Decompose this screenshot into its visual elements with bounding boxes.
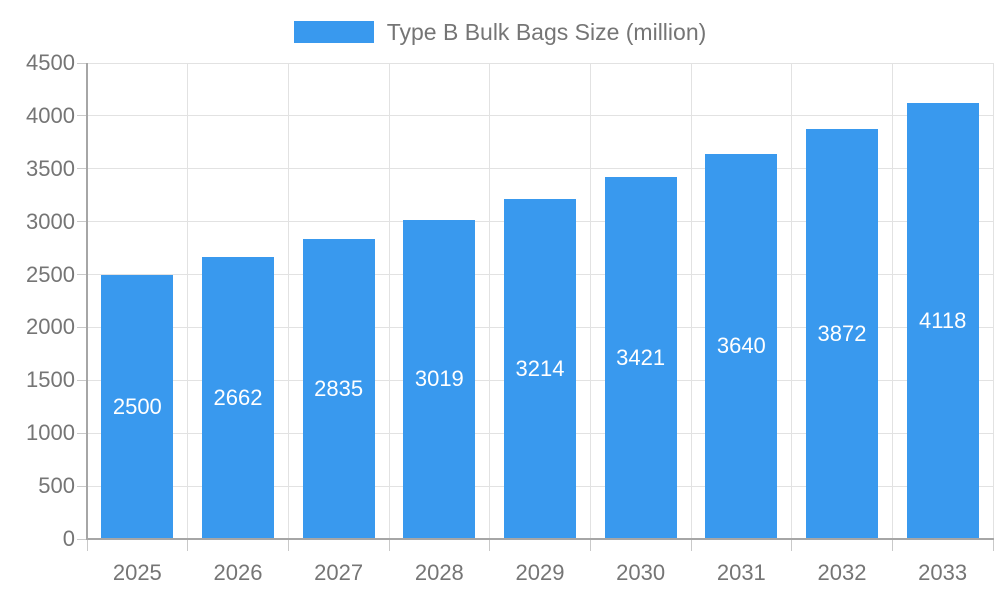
y-axis-tick [77, 168, 87, 170]
x-axis-tick [388, 539, 390, 551]
y-gridline [87, 62, 993, 64]
x-gridline [891, 63, 893, 539]
bar[interactable] [403, 219, 476, 538]
bar[interactable] [101, 274, 174, 538]
x-gridline [388, 63, 390, 539]
x-gridline [489, 63, 491, 539]
y-axis-label: 2000 [26, 314, 75, 340]
y-axis-label: 4500 [26, 50, 75, 75]
x-axis-tick [489, 539, 491, 551]
legend-label: Type B Bulk Bags Size (million) [386, 18, 707, 45]
y-axis-label: 2500 [26, 261, 75, 287]
y-axis-label: 0 [62, 526, 75, 551]
y-axis-label: 500 [38, 473, 75, 499]
y-axis-tick [77, 485, 87, 487]
x-gridline [992, 63, 994, 539]
y-axis-tick [77, 62, 87, 64]
x-axis-label: 2029 [515, 560, 565, 585]
x-axis-tick [690, 539, 692, 551]
y-axis-tick [77, 379, 87, 381]
y-axis-label: 3500 [26, 155, 75, 181]
x-gridline [690, 63, 692, 539]
x-axis-label: 2025 [112, 560, 162, 585]
x-gridline [187, 63, 189, 539]
y-axis-label: 1500 [26, 367, 75, 393]
y-axis-tick [77, 326, 87, 328]
bar[interactable] [806, 129, 878, 538]
x-axis-label: 2030 [616, 560, 666, 585]
x-axis-line [86, 538, 994, 540]
y-axis-label: 3000 [26, 208, 75, 234]
y-axis-label: 4000 [26, 102, 75, 128]
chart-legend[interactable]: Type B Bulk Bags Size (million) [0, 18, 1000, 45]
y-axis-line [86, 63, 88, 540]
x-axis-tick [187, 539, 189, 551]
bar[interactable] [906, 103, 979, 538]
x-axis-tick [287, 539, 289, 551]
x-axis-label: 2033 [918, 560, 968, 585]
x-axis-tick [992, 539, 994, 551]
x-axis-label: 2027 [314, 560, 364, 585]
bar[interactable] [504, 199, 576, 538]
y-axis-tick [77, 274, 87, 276]
y-axis-tick [77, 432, 87, 434]
x-axis-label: 2026 [213, 560, 263, 585]
y-axis-tick [77, 538, 87, 540]
x-axis-tick [86, 539, 88, 551]
y-gridline [87, 168, 993, 170]
x-axis-label: 2032 [817, 560, 867, 585]
bar[interactable] [705, 153, 778, 538]
bar[interactable] [202, 257, 274, 538]
x-gridline [287, 63, 289, 539]
bar[interactable] [302, 239, 375, 538]
x-gridline [589, 63, 591, 539]
x-axis-tick [589, 539, 591, 551]
x-gridline [791, 63, 793, 539]
y-axis-label: 1000 [26, 420, 75, 446]
y-axis-tick [77, 221, 87, 223]
x-axis-tick [791, 539, 793, 551]
x-axis-label: 2031 [716, 560, 766, 585]
x-axis-tick [891, 539, 893, 551]
y-axis-tick [77, 115, 87, 117]
bar[interactable] [604, 177, 677, 538]
y-gridline [87, 115, 993, 117]
legend-swatch [293, 21, 374, 43]
x-axis-label: 2028 [414, 560, 464, 585]
